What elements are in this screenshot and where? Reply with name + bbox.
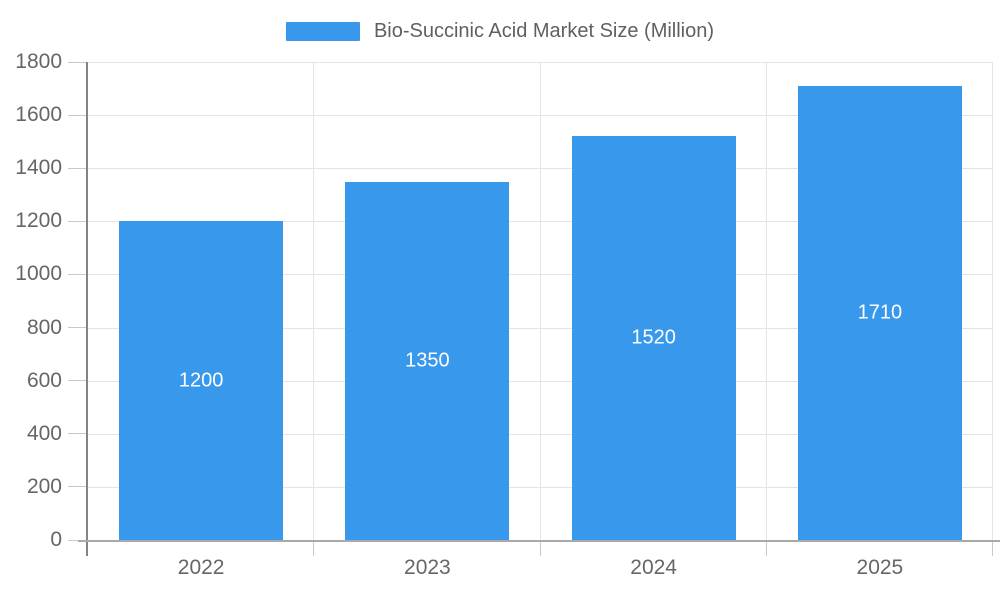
y-axis-tick-label: 1600 [15,103,62,127]
plot-area: 0 200 400 600 800 1000 1200 1400 1600 1800 1200 202… [15,51,1000,579]
y-axis-tick-label: 1400 [15,156,62,180]
y-gridline [88,168,993,170]
y-axis-tick-label: 0 [50,528,62,551]
bar-value-label: 1520 [631,326,676,349]
y-axis-tick-label: 1800 [15,50,62,73]
bar [119,221,284,540]
x-gridline [313,62,315,540]
y-tick [68,167,88,169]
y-tick [68,61,88,63]
bar-value-label: 1200 [178,369,224,392]
y-tick [68,486,88,488]
y-gridline [88,327,993,329]
y-tick [68,220,88,222]
y-gridline [88,274,993,276]
y-axis-tick-label: 800 [26,315,62,339]
x-gridline [765,62,767,540]
x-tick [313,540,315,556]
bar-value-label: 1710 [857,301,903,324]
x-axis-tick-label: 2024 [630,556,677,579]
y-tick [68,273,88,275]
y-gridline [88,380,993,382]
legend-label: Bio-Succinic Acid Market Size (Million) [373,20,715,42]
x-axis-line [78,540,1000,542]
y-axis-tick-label: 200 [26,474,62,498]
y-axis-line [86,62,88,556]
x-axis-tick-label: 2025 [856,556,904,579]
legend[interactable]: Bio-Succinic Acid Market Size (Million) [0,20,1000,42]
bar [797,85,962,540]
y-tick [68,327,88,329]
y-gridline [88,433,993,435]
x-tick [539,540,541,556]
x-tick [765,540,767,556]
y-tick [68,380,88,382]
x-axis-tick-label: 2022 [177,556,225,579]
y-gridline [88,221,993,223]
y-tick [68,433,88,435]
y-gridline [88,62,993,63]
x-tick [992,540,993,556]
y-gridline [88,486,993,488]
bar [571,136,736,540]
x-gridline [539,62,541,540]
y-axis-tick-label: 400 [26,421,62,445]
y-axis-tick-label: 1200 [15,209,62,233]
y-axis-tick-label: 600 [26,368,62,392]
legend-swatch[interactable] [285,21,360,41]
x-axis-tick-label: 2023 [404,556,451,579]
y-tick [68,114,88,116]
y-axis-tick-label: 1000 [15,262,62,286]
y-gridline [88,115,993,117]
x-gridline [992,62,993,540]
bar [345,181,510,540]
bar-value-label: 1350 [405,349,450,372]
